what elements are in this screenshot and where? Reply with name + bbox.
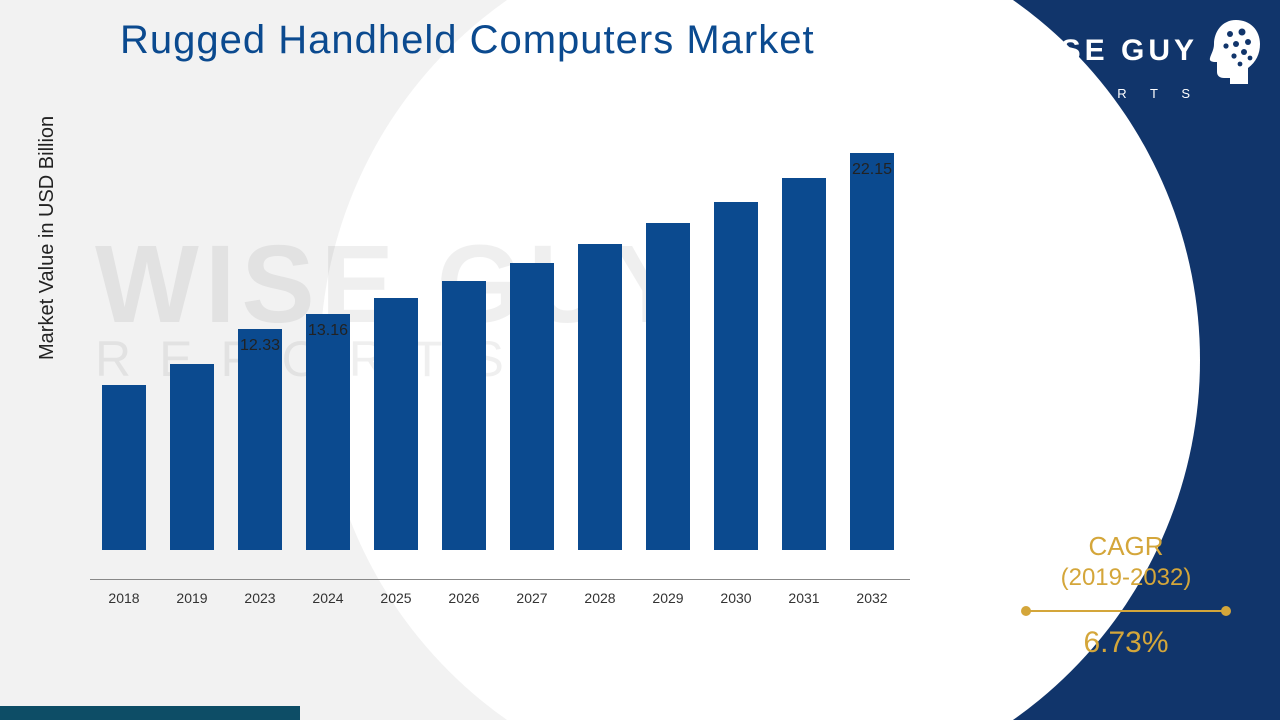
bar-chart: 2018 2019 2023 12.33 2024 13.16 2025 2026 2027 20… <box>90 150 910 610</box>
bar <box>578 244 622 550</box>
bar-value-label: 12.33 <box>230 337 290 355</box>
chart-title: Rugged Handheld Computers Market <box>120 18 815 63</box>
x-tick-label: 2026 <box>434 590 494 606</box>
bar <box>850 153 894 550</box>
x-tick-label: 2028 <box>570 590 630 606</box>
x-tick-label: 2031 <box>774 590 834 606</box>
head-icon <box>1208 18 1262 84</box>
bottom-strip <box>0 706 300 720</box>
stage: Rugged Handheld Computers Market WISE GU… <box>0 0 1280 720</box>
bar <box>646 223 690 550</box>
x-tick-label: 2023 <box>230 590 290 606</box>
bar <box>714 202 758 550</box>
bar <box>782 178 826 550</box>
bar <box>238 329 282 550</box>
plot-area <box>90 150 910 580</box>
bar <box>374 298 418 550</box>
bar-value-label: 22.15 <box>842 161 902 179</box>
bar <box>442 281 486 550</box>
x-tick-label: 2019 <box>162 590 222 606</box>
x-tick-label: 2030 <box>706 590 766 606</box>
bar-value-label: 13.16 <box>298 322 358 340</box>
cagr-value: 6.73% <box>996 626 1256 660</box>
bar <box>170 364 214 550</box>
x-tick-label: 2018 <box>94 590 154 606</box>
bar <box>510 263 554 550</box>
cagr-label: CAGR <box>996 531 1256 562</box>
cagr-divider <box>1026 610 1226 612</box>
x-tick-label: 2025 <box>366 590 426 606</box>
bar <box>102 385 146 550</box>
cagr-range: (2019-2032) <box>996 564 1256 592</box>
bar <box>306 314 350 550</box>
logo-text: WISE GUY <box>1016 34 1198 68</box>
x-tick-label: 2029 <box>638 590 698 606</box>
x-tick-label: 2032 <box>842 590 902 606</box>
logo-subtext: R E P O R T S <box>982 86 1262 101</box>
brand-logo: WISE GUY R E P O R T S <box>982 18 1262 101</box>
cagr-panel: CAGR (2019-2032) 6.73% <box>996 531 1256 660</box>
x-tick-label: 2024 <box>298 590 358 606</box>
y-axis-label: Market Value in USD Billion <box>36 116 59 360</box>
x-tick-label: 2027 <box>502 590 562 606</box>
